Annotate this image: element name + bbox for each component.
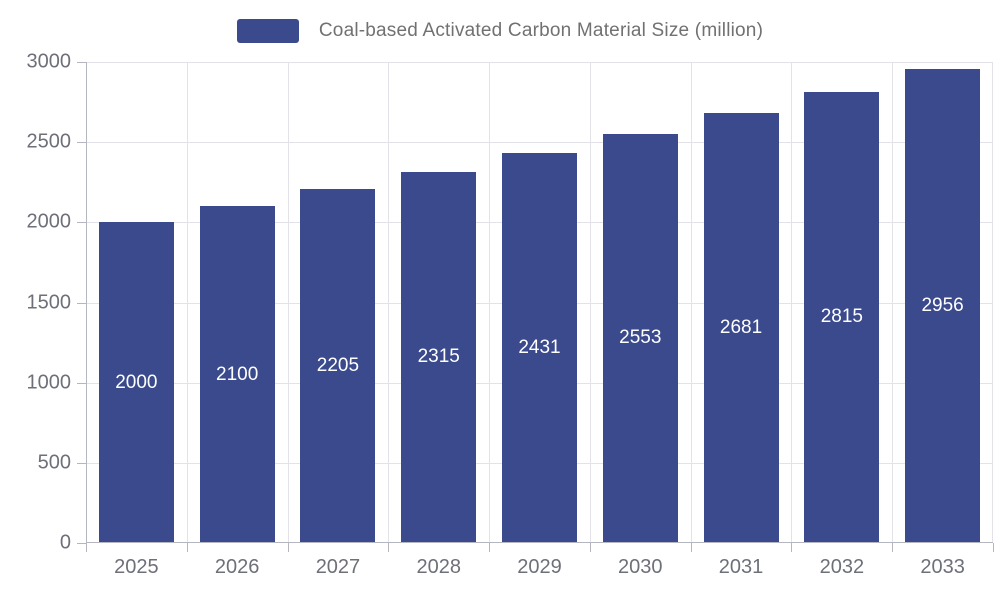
bar-value-label: 2815	[820, 306, 863, 328]
x-axis-tick	[791, 543, 793, 552]
x-axis-line	[86, 542, 993, 543]
y-tick-label: 500	[37, 451, 71, 474]
bar-value-label: 2553	[619, 327, 662, 349]
bar-value-label: 2956	[921, 295, 964, 317]
bar[interactable]: 2000	[98, 222, 174, 543]
gridline-vertical	[186, 62, 188, 543]
gridline-vertical	[791, 62, 793, 543]
x-axis-tick	[186, 543, 188, 552]
y-tick-label: 3000	[26, 50, 72, 73]
y-axis-tick	[77, 382, 86, 384]
y-axis-tick	[77, 62, 86, 63]
y-axis-tick	[77, 222, 86, 224]
x-tick-label: 2028	[416, 556, 461, 578]
bar[interactable]: 2315	[401, 171, 477, 543]
x-axis-tick	[589, 543, 591, 552]
x-axis-tick	[489, 543, 491, 552]
bar-value-label: 2000	[115, 371, 158, 393]
x-axis-tick	[388, 543, 390, 552]
y-tick-label: 0	[59, 531, 71, 554]
x-tick-label: 2031	[718, 556, 764, 578]
y-tick-label: 2500	[26, 130, 72, 153]
x-tick-label: 2025	[114, 556, 159, 578]
y-axis-tick	[77, 142, 86, 144]
y-tick-label: 1500	[26, 291, 72, 313]
x-tick-label: 2032	[819, 556, 865, 578]
gridline-vertical	[489, 62, 491, 543]
gridline-horizontal	[86, 62, 993, 63]
y-axis-tick	[77, 543, 86, 544]
y-axis-tick	[77, 462, 86, 464]
bar[interactable]: 2431	[502, 153, 577, 543]
bar[interactable]: 2956	[905, 69, 981, 543]
legend-item[interactable]: Coal-based Activated Carbon Material Siz…	[0, 19, 1000, 43]
bar[interactable]: 2553	[602, 133, 678, 543]
bar-value-label: 2681	[719, 317, 763, 339]
x-axis-tick	[287, 543, 289, 552]
bar[interactable]: 2205	[300, 189, 376, 543]
x-tick-label: 2027	[315, 556, 361, 578]
x-axis-tick	[86, 543, 87, 552]
bar-value-label: 2431	[518, 337, 561, 359]
y-tick-label: 2000	[26, 210, 72, 233]
x-tick-label: 2029	[517, 556, 562, 578]
bar[interactable]: 2100	[199, 206, 275, 543]
x-axis-tick	[690, 543, 692, 552]
legend-label: Coal-based Activated Carbon Material Siz…	[318, 20, 764, 41]
x-tick-label: 2033	[920, 556, 965, 578]
gridline-vertical	[690, 62, 692, 543]
gridline-vertical	[589, 62, 591, 543]
bar[interactable]: 2815	[804, 91, 880, 543]
gridline-horizontal	[86, 142, 993, 144]
y-axis-line	[86, 62, 87, 543]
legend-swatch	[236, 19, 299, 43]
bar-value-label: 2315	[417, 346, 460, 368]
bar-value-label: 2100	[216, 363, 259, 385]
gridline-vertical	[892, 62, 894, 543]
gridline-vertical	[388, 62, 390, 543]
gridline-vertical	[287, 62, 289, 543]
bar-value-label: 2205	[316, 355, 360, 377]
x-tick-label: 2026	[214, 556, 260, 578]
x-axis-tick	[993, 543, 994, 552]
bar[interactable]: 2681	[703, 113, 779, 543]
plot-area: 0 500 1000 1500 2000 2500 3000 2000 2025 2100 2026…	[27, 51, 994, 578]
y-axis-tick	[77, 302, 86, 304]
x-axis-tick	[892, 543, 894, 552]
y-tick-label: 1000	[26, 371, 72, 394]
x-tick-label: 2030	[618, 556, 663, 578]
